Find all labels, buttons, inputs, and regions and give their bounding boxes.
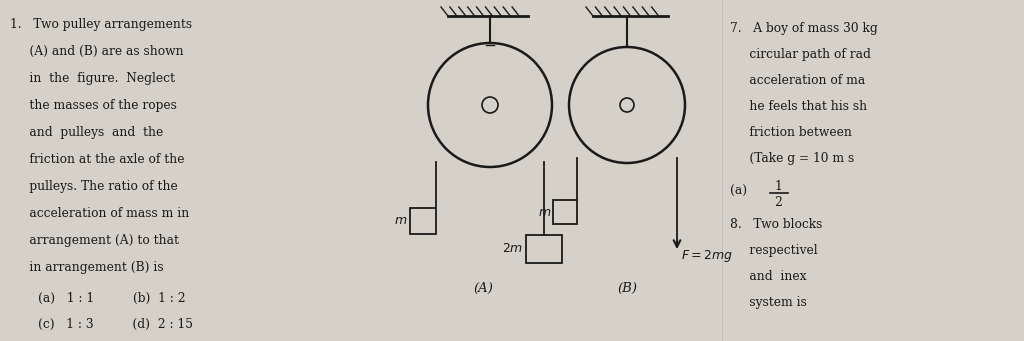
Text: 1.   Two pulley arrangements: 1. Two pulley arrangements bbox=[10, 18, 193, 31]
Text: $2m$: $2m$ bbox=[502, 242, 523, 255]
Text: 1: 1 bbox=[774, 180, 782, 193]
Text: in arrangement (B) is: in arrangement (B) is bbox=[10, 261, 164, 274]
Text: 8.   Two blocks: 8. Two blocks bbox=[730, 218, 822, 231]
Text: in  the  figure.  Neglect: in the figure. Neglect bbox=[10, 72, 175, 85]
Text: arrangement (A) to that: arrangement (A) to that bbox=[10, 234, 179, 247]
Text: acceleration of ma: acceleration of ma bbox=[730, 74, 865, 87]
Text: friction at the axle of the: friction at the axle of the bbox=[10, 153, 184, 166]
Text: 2: 2 bbox=[774, 196, 782, 209]
Text: the masses of the ropes: the masses of the ropes bbox=[10, 99, 177, 112]
Text: (a): (a) bbox=[730, 185, 748, 198]
Text: pulleys. The ratio of the: pulleys. The ratio of the bbox=[10, 180, 178, 193]
Text: respectivel: respectivel bbox=[730, 244, 817, 257]
Text: and  pulleys  and  the: and pulleys and the bbox=[10, 126, 163, 139]
Text: $m$: $m$ bbox=[393, 214, 407, 227]
Text: 7.   A boy of mass 30 kg: 7. A boy of mass 30 kg bbox=[730, 22, 878, 35]
Text: and  inex: and inex bbox=[730, 270, 807, 283]
Text: circular path of rad: circular path of rad bbox=[730, 48, 870, 61]
Text: (A) and (B) are as shown: (A) and (B) are as shown bbox=[10, 45, 183, 58]
Text: friction between: friction between bbox=[730, 126, 852, 139]
Bar bbox=[410, 208, 436, 234]
Text: $m$: $m$ bbox=[538, 206, 551, 219]
Text: he feels that his sh: he feels that his sh bbox=[730, 100, 867, 113]
Bar bbox=[553, 200, 577, 224]
Text: (B): (B) bbox=[617, 282, 637, 295]
Text: (A): (A) bbox=[473, 282, 493, 295]
Text: (Take g = 10 m s: (Take g = 10 m s bbox=[730, 152, 854, 165]
Text: acceleration of mass m in: acceleration of mass m in bbox=[10, 207, 189, 220]
Text: (a)   1 : 1          (b)  1 : 2: (a) 1 : 1 (b) 1 : 2 bbox=[38, 292, 185, 305]
Bar bbox=[526, 235, 562, 263]
Text: system is: system is bbox=[730, 296, 807, 309]
Text: $F = 2mg$: $F = 2mg$ bbox=[681, 248, 733, 264]
Text: (c)   1 : 3          (d)  2 : 15: (c) 1 : 3 (d) 2 : 15 bbox=[38, 318, 193, 331]
